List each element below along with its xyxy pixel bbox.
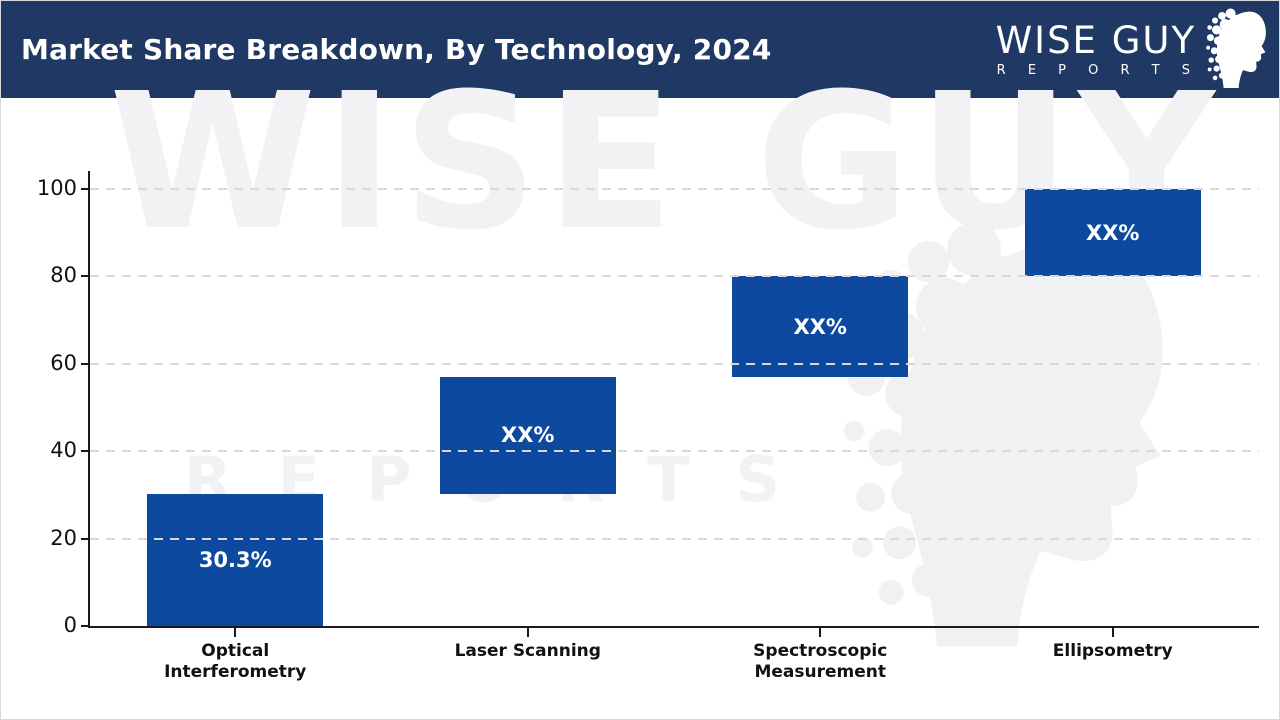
gridline bbox=[90, 362, 1259, 365]
gridline bbox=[90, 537, 1259, 540]
x-category-label: Optical Interferometry bbox=[164, 641, 307, 683]
y-tick-label: 40 bbox=[50, 438, 77, 463]
page-title: Market Share Breakdown, By Technology, 2… bbox=[21, 33, 772, 66]
y-axis-tick bbox=[81, 362, 89, 365]
bar-value-label: 30.3% bbox=[198, 547, 272, 572]
header-bar: Market Share Breakdown, By Technology, 2… bbox=[1, 1, 1279, 98]
y-axis-line bbox=[88, 171, 90, 628]
x-category-label: Laser Scanning bbox=[454, 641, 601, 661]
x-axis-tick bbox=[526, 628, 529, 637]
y-axis-tick bbox=[81, 275, 89, 278]
brand-logo: WISE GUY R E P O R T S bbox=[993, 7, 1267, 93]
y-tick-label: 20 bbox=[50, 525, 77, 550]
x-category-label: Ellipsometry bbox=[1052, 641, 1173, 661]
x-axis-tick bbox=[819, 628, 822, 637]
gridline bbox=[90, 188, 1259, 190]
bar-value-label: XX% bbox=[793, 314, 847, 339]
x-axis-line bbox=[88, 626, 1259, 628]
bar-value-label: XX% bbox=[501, 423, 555, 448]
y-axis-tick bbox=[81, 625, 89, 627]
gridline bbox=[90, 450, 1259, 453]
bar-1: 30.3% bbox=[147, 493, 324, 626]
x-category-label: Spectroscopic Measurement bbox=[753, 641, 888, 683]
y-axis-tick bbox=[81, 188, 89, 190]
y-axis-tick bbox=[81, 537, 89, 540]
x-axis-tick bbox=[1111, 628, 1114, 637]
bar-3: XX% bbox=[732, 276, 909, 377]
x-axis-tick bbox=[234, 628, 237, 637]
y-tick-label: 0 bbox=[63, 613, 77, 637]
logo-face-icon bbox=[1206, 8, 1266, 88]
bar-2: XX% bbox=[439, 376, 616, 494]
y-axis-tick bbox=[81, 450, 89, 453]
logo-wordmark: WISE GUY bbox=[995, 18, 1197, 62]
bar-value-label: XX% bbox=[1086, 220, 1140, 245]
y-tick-label: 80 bbox=[50, 263, 77, 288]
y-tick-label: 60 bbox=[50, 350, 77, 375]
bar-4: XX% bbox=[1024, 189, 1201, 277]
logo-subtext: R E P O R T S bbox=[996, 62, 1199, 78]
gridline bbox=[90, 275, 1259, 278]
y-tick-label: 100 bbox=[36, 176, 77, 200]
